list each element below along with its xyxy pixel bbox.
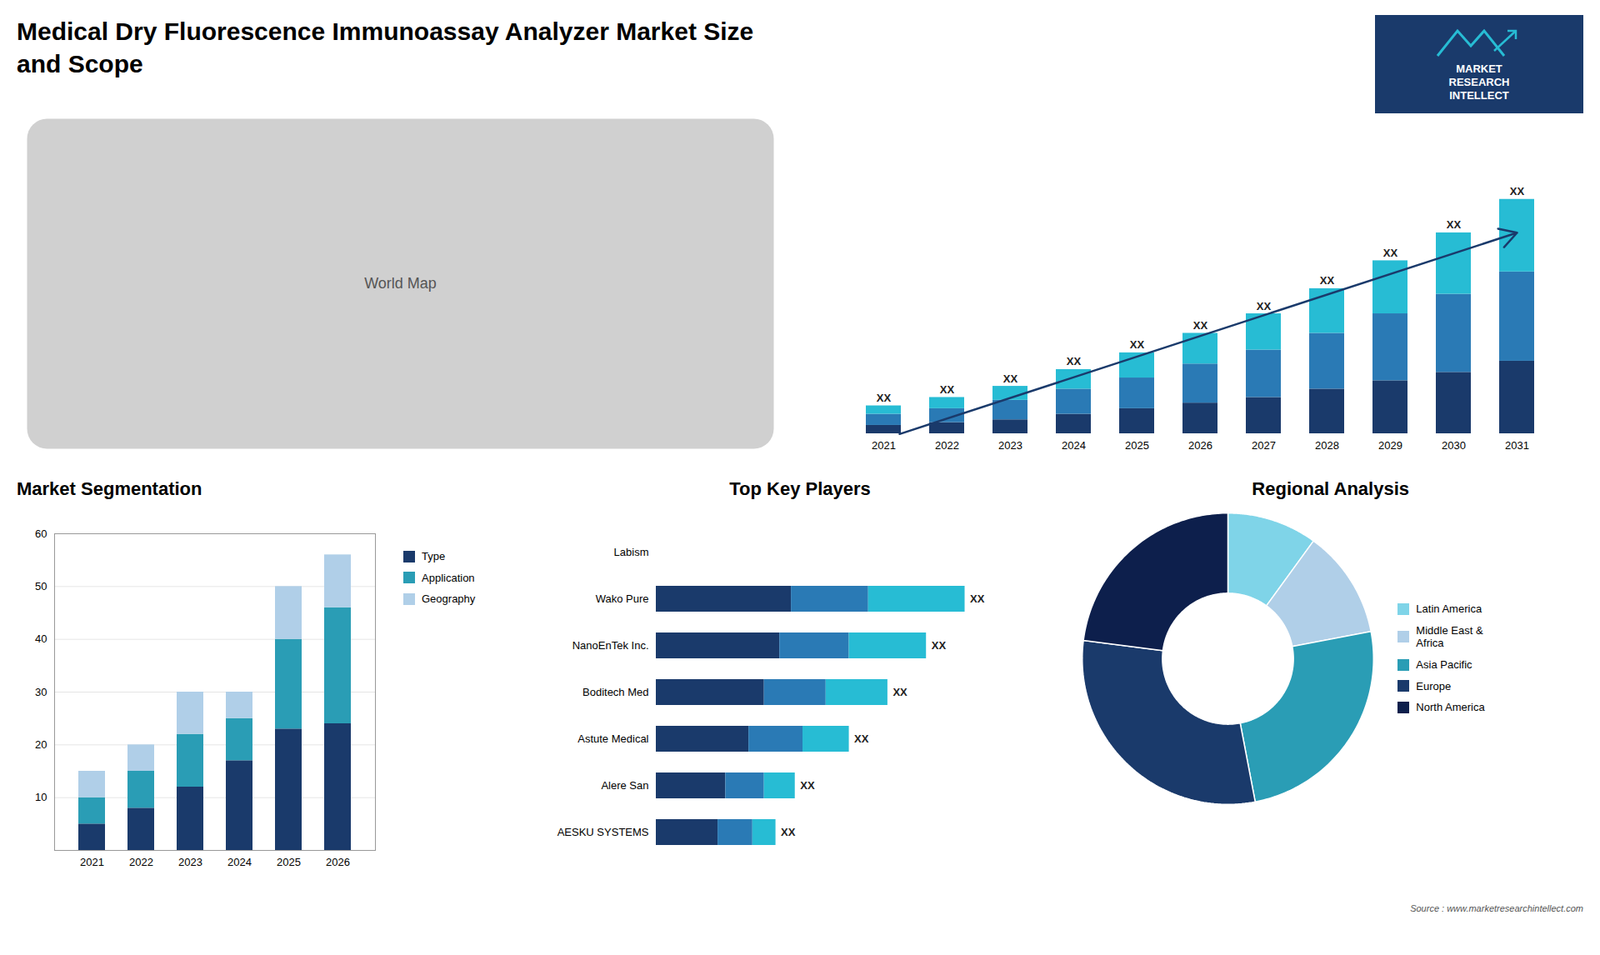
svg-text:2022: 2022 [129,855,154,869]
html-text:Medical Dry Fluorescence Immun: Medical Dry Fluorescence Immunoassay Ana… [16,17,754,78]
svg-text:Labism: Labism [613,545,649,559]
html-text:Regional Analysis: Regional Analysis [1251,478,1410,500]
svg-text:2025: 2025 [1125,439,1150,452]
html-text:Source : www.marketresearchint: Source : www.marketresearchintellect.com [1410,903,1584,914]
svg-text:2027: 2027 [1251,439,1276,452]
svg-text:XX: XX [780,825,796,839]
html-text:Middle East & Africa: Middle East & Africa [1416,624,1483,650]
svg-text:60: 60 [35,527,47,540]
svg-text:XX: XX [1003,372,1019,385]
svg-text:2026: 2026 [1188,439,1213,452]
html-text:Application: Application [421,571,475,584]
svg-text:XX: XX [854,732,870,745]
svg-text:40: 40 [35,632,47,645]
svg-text:XX: XX [1066,355,1082,368]
svg-text:XX: XX [1130,338,1145,351]
svg-text:2022: 2022 [935,439,960,452]
html-text:MARKET RESEARCH INTELLECT: MARKET RESEARCH INTELLECT [1448,62,1510,102]
html-text:Geography: Geography [421,592,476,606]
svg-text:Boditech Med: Boditech Med [582,685,650,699]
svg-text:2031: 2031 [1505,439,1530,452]
svg-text:2025: 2025 [276,855,301,869]
svg-text:XX: XX [876,391,892,405]
svg-text:XX: XX [940,383,955,396]
svg-text:2029: 2029 [1378,439,1403,452]
svg-text:Wako Pure: Wako Pure [595,592,649,605]
svg-text:World Map: World Map [364,275,437,292]
svg-text:2030: 2030 [1441,439,1466,452]
svg-text:2021: 2021 [871,439,896,452]
svg-text:2023: 2023 [998,439,1023,452]
svg-text:XX: XX [800,779,815,792]
svg-text:XX: XX [970,592,985,605]
html-text:Type: Type [421,550,446,563]
svg-text:Astute Medical: Astute Medical [577,732,649,745]
svg-text:XX: XX [930,639,946,652]
svg-text:2024: 2024 [227,855,252,869]
svg-text:XX: XX [1256,300,1272,313]
html-text:Top Key Players: Top Key Players [729,478,871,500]
svg-text:NanoEnTek Inc.: NanoEnTek Inc. [571,639,649,652]
svg-text:20: 20 [35,738,47,751]
svg-text:XX: XX [1510,185,1525,198]
svg-text:XX: XX [1383,246,1399,260]
svg-text:2026: 2026 [325,855,350,869]
svg-text:XX: XX [1446,218,1462,231]
html-text:Latin America: Latin America [1416,602,1482,616]
svg-text:10: 10 [35,790,47,804]
svg-text:50: 50 [35,580,47,593]
html-text:Europe: Europe [1416,679,1452,693]
svg-text:2028: 2028 [1315,439,1340,452]
svg-text:2021: 2021 [80,855,105,869]
html-text:North America: North America [1416,701,1485,714]
svg-text:30: 30 [35,685,47,699]
svg-text:2023: 2023 [178,855,203,869]
svg-text:Alere San: Alere San [600,779,649,792]
svg-text:AESKU SYSTEMS: AESKU SYSTEMS [556,825,649,839]
svg-text:XX: XX [1320,274,1335,287]
html-text:Market Segmentation: Market Segmentation [16,478,203,500]
svg-text:XX: XX [1193,319,1209,332]
svg-text:2024: 2024 [1061,439,1086,452]
svg-text:XX: XX [892,685,908,699]
html-text:Asia Pacific: Asia Pacific [1416,658,1473,671]
